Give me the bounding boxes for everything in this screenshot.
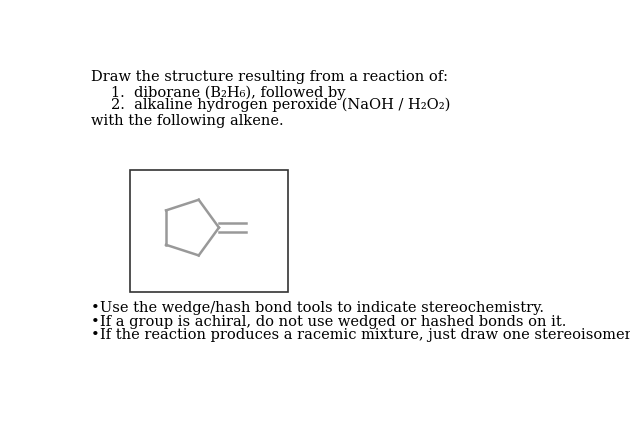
- Text: Use the wedge/hash bond tools to indicate stereochemistry.: Use the wedge/hash bond tools to indicat…: [100, 301, 544, 315]
- Text: •: •: [91, 315, 100, 329]
- Bar: [130, 170, 289, 291]
- Text: 2.  alkaline hydrogen peroxide (NaOH / H₂O₂): 2. alkaline hydrogen peroxide (NaOH / H₂…: [111, 98, 450, 112]
- Text: 1.  diborane (B₂H₆), followed by: 1. diborane (B₂H₆), followed by: [111, 85, 346, 99]
- Text: Draw the structure resulting from a reaction of:: Draw the structure resulting from a reac…: [91, 70, 448, 84]
- Text: If the reaction produces a racemic mixture, just draw one stereoisomer.: If the reaction produces a racemic mixtu…: [100, 328, 630, 342]
- Text: •: •: [91, 301, 100, 315]
- Text: •: •: [91, 328, 100, 342]
- Text: with the following alkene.: with the following alkene.: [91, 114, 284, 128]
- Text: If a group is achiral, do not use wedged or hashed bonds on it.: If a group is achiral, do not use wedged…: [100, 315, 567, 329]
